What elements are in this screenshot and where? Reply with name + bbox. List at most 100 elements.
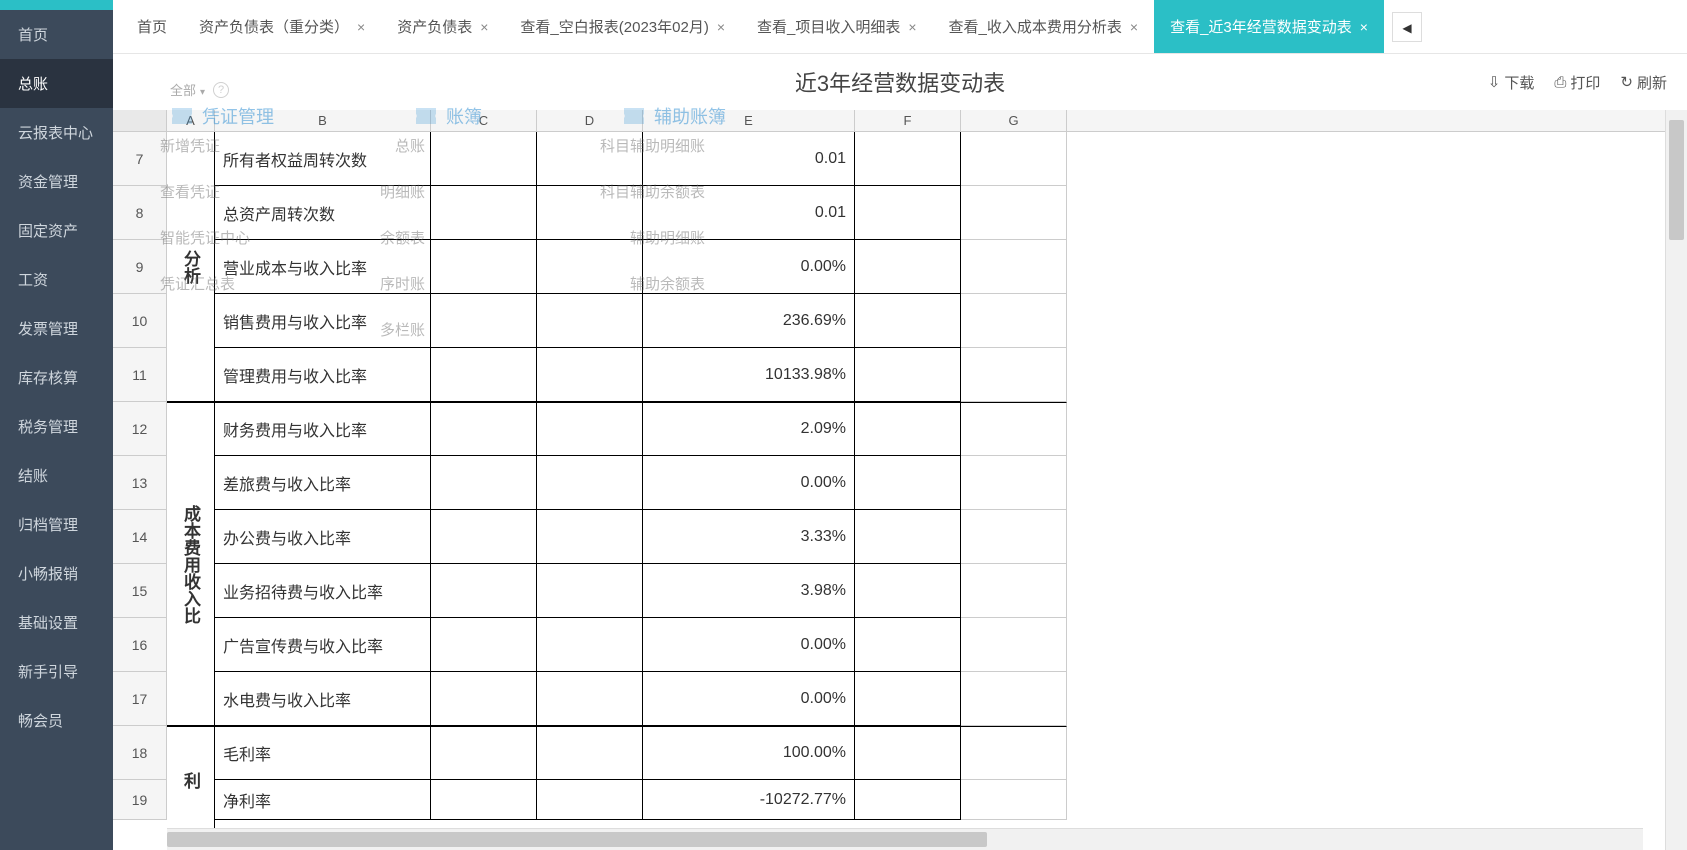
cell-17-F[interactable] [855,672,961,726]
close-icon[interactable]: × [717,19,725,35]
close-icon[interactable]: × [480,19,488,35]
cell-9-D[interactable] [537,240,643,294]
sidebar-item-10[interactable]: 归档管理 [0,500,113,549]
cell-7-B[interactable]: 所有者权益周转次数 [215,132,431,186]
cell-10-G[interactable] [961,294,1067,348]
cell-12-B[interactable]: 财务费用与收入比率 [215,402,431,456]
grid[interactable]: 7分析所有者权益周转次数0.018总资产周转次数0.019营业成本与收入比率0.… [113,132,1665,828]
cell-15-B[interactable]: 业务招待费与收入比率 [215,564,431,618]
row-head-16[interactable]: 16 [113,618,167,672]
row-head-8[interactable]: 8 [113,186,167,240]
cell-14-B[interactable]: 办公费与收入比率 [215,510,431,564]
sidebar-item-6[interactable]: 发票管理 [0,304,113,353]
cell-8-G[interactable] [961,186,1067,240]
col-head-E[interactable]: E [643,110,855,132]
tab-4[interactable]: 查看_项目收入明细表× [741,0,933,53]
cell-9-F[interactable] [855,240,961,294]
cell-18-F[interactable] [855,726,961,780]
sidebar-item-4[interactable]: 固定资产 [0,206,113,255]
cell-8-C[interactable] [431,186,537,240]
cell-15-C[interactable] [431,564,537,618]
sidebar-item-14[interactable]: 畅会员 [0,696,113,745]
cell-8-E[interactable]: 0.01 [643,186,855,240]
cell-13-D[interactable] [537,456,643,510]
row-head-9[interactable]: 9 [113,240,167,294]
cell-12-E[interactable]: 2.09% [643,402,855,456]
print-button[interactable]: 打印 [1554,72,1600,93]
cell-11-E[interactable]: 10133.98% [643,348,855,402]
sidebar-item-2[interactable]: 云报表中心 [0,108,113,157]
row-head-15[interactable]: 15 [113,564,167,618]
cell-16-B[interactable]: 广告宣传费与收入比率 [215,618,431,672]
cell-8-B[interactable]: 总资产周转次数 [215,186,431,240]
cell-16-E[interactable]: 0.00% [643,618,855,672]
cell-7-D[interactable] [537,132,643,186]
tab-scroll-left[interactable] [1392,12,1422,42]
close-icon[interactable]: × [1360,19,1368,35]
col-head-F[interactable]: F [855,110,961,132]
cell-11-D[interactable] [537,348,643,402]
cell-19-B[interactable]: 净利率 [215,780,431,820]
cell-14-F[interactable] [855,510,961,564]
cell-19-E[interactable]: -10272.77% [643,780,855,820]
cell-12-F[interactable] [855,402,961,456]
cell-10-F[interactable] [855,294,961,348]
cell-11-G[interactable] [961,348,1067,402]
cell-16-G[interactable] [961,618,1067,672]
cell-11-F[interactable] [855,348,961,402]
sidebar-item-0[interactable]: 首页 [0,10,113,59]
cell-15-F[interactable] [855,564,961,618]
cell-17-E[interactable]: 0.00% [643,672,855,726]
cell-18-C[interactable] [431,726,537,780]
cell-12-G[interactable] [961,402,1067,456]
cell-19-C[interactable] [431,780,537,820]
h-scroll-thumb[interactable] [167,832,987,847]
cell-10-C[interactable] [431,294,537,348]
close-icon[interactable]: × [1130,19,1138,35]
col-head-D[interactable]: D [537,110,643,132]
vertical-scrollbar[interactable] [1665,110,1687,850]
row-head-10[interactable]: 10 [113,294,167,348]
close-icon[interactable]: × [908,19,916,35]
cell-10-B[interactable]: 销售费用与收入比率 [215,294,431,348]
cell-10-E[interactable]: 236.69% [643,294,855,348]
col-head-C[interactable]: C [431,110,537,132]
cell-17-D[interactable] [537,672,643,726]
cell-18-G[interactable] [961,726,1067,780]
cell-14-D[interactable] [537,510,643,564]
row-head-7[interactable]: 7 [113,132,167,186]
row-head-11[interactable]: 11 [113,348,167,402]
download-button[interactable]: 下载 [1488,72,1535,93]
cell-11-B[interactable]: 管理费用与收入比率 [215,348,431,402]
cell-16-D[interactable] [537,618,643,672]
cell-13-F[interactable] [855,456,961,510]
col-head-A[interactable]: A [167,110,215,132]
cell-9-E[interactable]: 0.00% [643,240,855,294]
cell-12-D[interactable] [537,402,643,456]
sidebar-item-13[interactable]: 新手引导 [0,647,113,696]
cell-15-E[interactable]: 3.98% [643,564,855,618]
cell-7-G[interactable] [961,132,1067,186]
horizontal-scrollbar[interactable] [167,828,1643,850]
sidebar-item-12[interactable]: 基础设置 [0,598,113,647]
cell-14-G[interactable] [961,510,1067,564]
cell-19-D[interactable] [537,780,643,820]
cell-15-G[interactable] [961,564,1067,618]
tab-6[interactable]: 查看_近3年经营数据变动表× [1154,0,1384,53]
sidebar-item-3[interactable]: 资金管理 [0,157,113,206]
tab-5[interactable]: 查看_收入成本费用分析表× [933,0,1155,53]
sidebar-item-5[interactable]: 工资 [0,255,113,304]
cell-10-D[interactable] [537,294,643,348]
row-head-14[interactable]: 14 [113,510,167,564]
sidebar-item-1[interactable]: 总账 [0,59,113,108]
cell-17-G[interactable] [961,672,1067,726]
cell-17-C[interactable] [431,672,537,726]
row-head-19[interactable]: 19 [113,780,167,820]
sidebar-item-9[interactable]: 结账 [0,451,113,500]
cell-18-D[interactable] [537,726,643,780]
cell-13-C[interactable] [431,456,537,510]
cell-18-B[interactable]: 毛利率 [215,726,431,780]
row-head-17[interactable]: 17 [113,672,167,726]
tab-0[interactable]: 首页 [121,0,183,53]
cell-11-C[interactable] [431,348,537,402]
